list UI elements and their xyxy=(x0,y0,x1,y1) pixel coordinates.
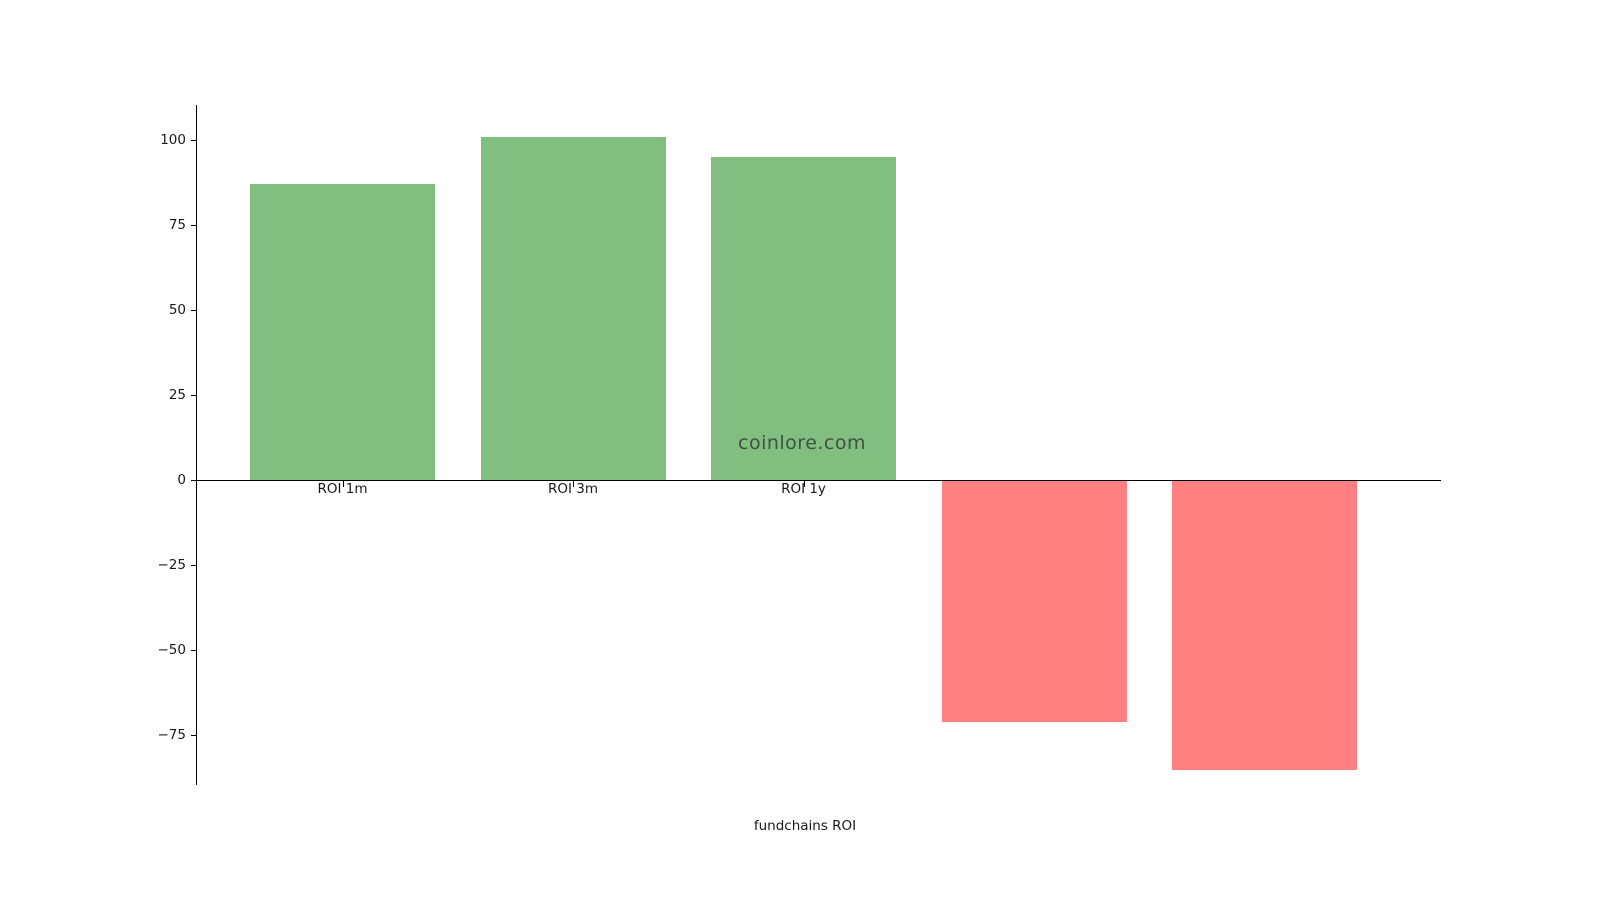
x-tick-mark xyxy=(803,481,805,487)
y-tick-label: 25 xyxy=(168,387,186,403)
bar-neg-4 xyxy=(1172,481,1357,770)
y-tick-mark xyxy=(191,565,196,566)
y-axis-spine xyxy=(196,105,197,785)
y-tick-label: 75 xyxy=(168,217,186,233)
bar-roi-1m xyxy=(250,184,435,480)
bar-neg-3 xyxy=(941,481,1127,723)
x-axis-line xyxy=(196,480,1441,481)
y-tick-label: −50 xyxy=(157,642,187,658)
chart-title: fundchains ROI xyxy=(753,818,857,834)
y-tick-mark xyxy=(191,140,196,141)
y-tick-label: 50 xyxy=(168,302,186,318)
y-tick-mark xyxy=(191,650,196,651)
y-tick-label: 0 xyxy=(177,472,186,488)
y-tick-label: −25 xyxy=(157,557,187,573)
bar-roi-3m xyxy=(480,136,666,480)
x-tick-label: ROI 3m xyxy=(547,481,599,497)
y-tick-mark xyxy=(191,395,196,396)
y-tick-mark xyxy=(191,225,196,226)
watermark-coinlore: coinlore.com xyxy=(738,432,866,454)
y-tick-label: 100 xyxy=(160,132,186,148)
x-tick-label: ROI 1y xyxy=(781,481,826,497)
y-tick-mark xyxy=(191,735,196,736)
x-tick-mark xyxy=(342,481,344,487)
y-tick-label: −75 xyxy=(157,727,187,743)
y-tick-mark xyxy=(191,310,196,311)
bar-roi-1y xyxy=(711,157,896,480)
x-tick-mark xyxy=(573,481,574,487)
x-tick-label: ROI 1m xyxy=(317,481,368,497)
y-tick-mark xyxy=(191,480,196,481)
